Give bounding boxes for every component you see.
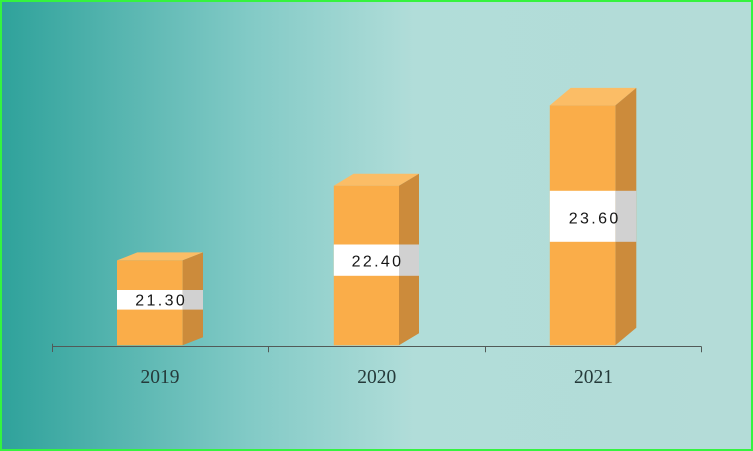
svg-text:2020: 2020 (357, 366, 396, 388)
svg-text:2021: 2021 (574, 366, 613, 388)
svg-text:2019: 2019 (141, 366, 180, 388)
svg-text:22.40: 22.40 (352, 254, 404, 271)
svg-text:21.30: 21.30 (135, 293, 187, 310)
svg-text:23.60: 23.60 (569, 210, 621, 227)
